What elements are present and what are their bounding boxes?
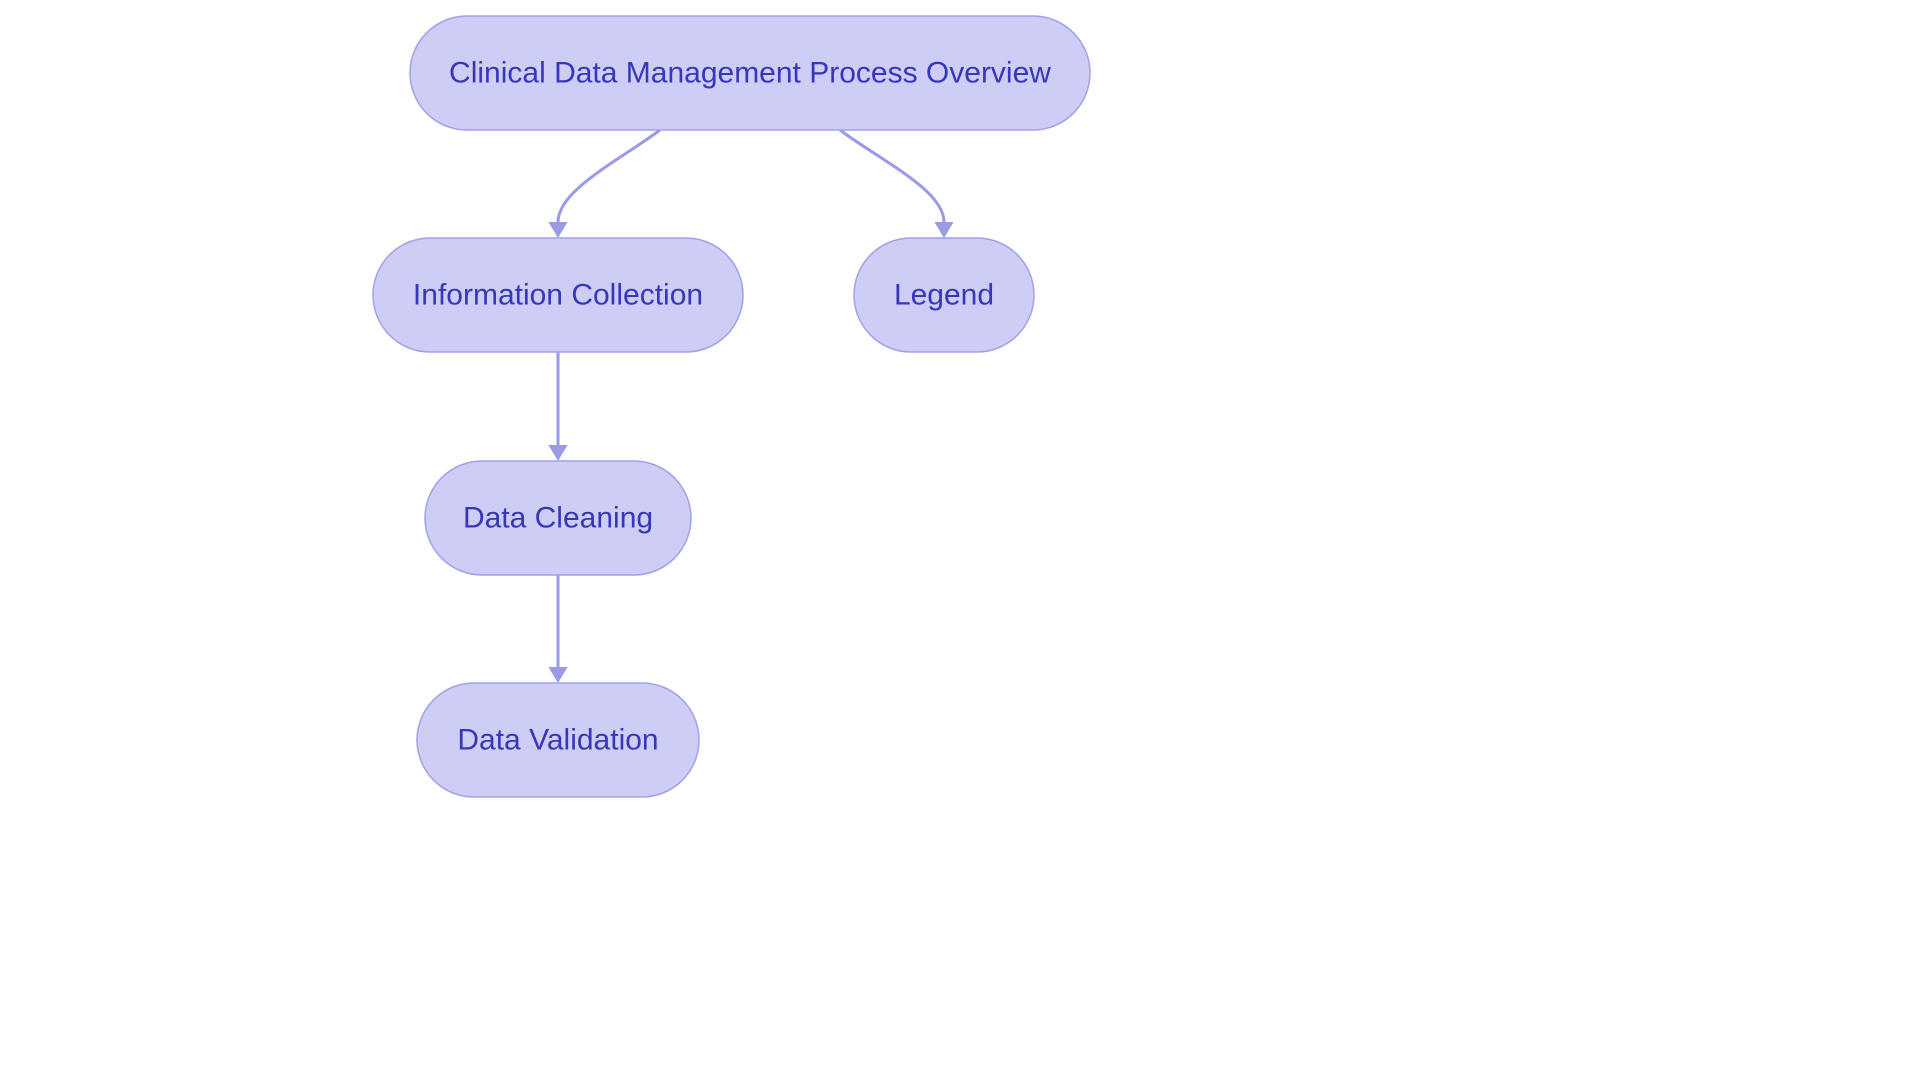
arrowhead-overview-to-legend — [934, 222, 953, 238]
node-legend: Legend — [854, 238, 1034, 352]
node-overview-label: Clinical Data Management Process Overvie… — [449, 57, 1051, 90]
node-validation-label: Data Validation — [457, 724, 658, 757]
flowchart-canvas: Clinical Data Management Process Overvie… — [0, 0, 1920, 1083]
node-collection: Information Collection — [373, 238, 743, 352]
node-cleaning: Data Cleaning — [425, 461, 691, 575]
node-legend-label: Legend — [894, 279, 994, 312]
node-collection-label: Information Collection — [413, 279, 703, 312]
arrowhead-collection-to-cleaning — [548, 445, 567, 461]
node-validation: Data Validation — [417, 683, 699, 797]
arrowhead-cleaning-to-validation — [548, 667, 567, 683]
arrowhead-overview-to-collection — [548, 222, 567, 238]
node-overview: Clinical Data Management Process Overvie… — [410, 16, 1090, 130]
edge-overview-to-collection — [558, 130, 660, 222]
edge-overview-to-legend — [840, 130, 944, 222]
node-cleaning-label: Data Cleaning — [463, 502, 653, 535]
